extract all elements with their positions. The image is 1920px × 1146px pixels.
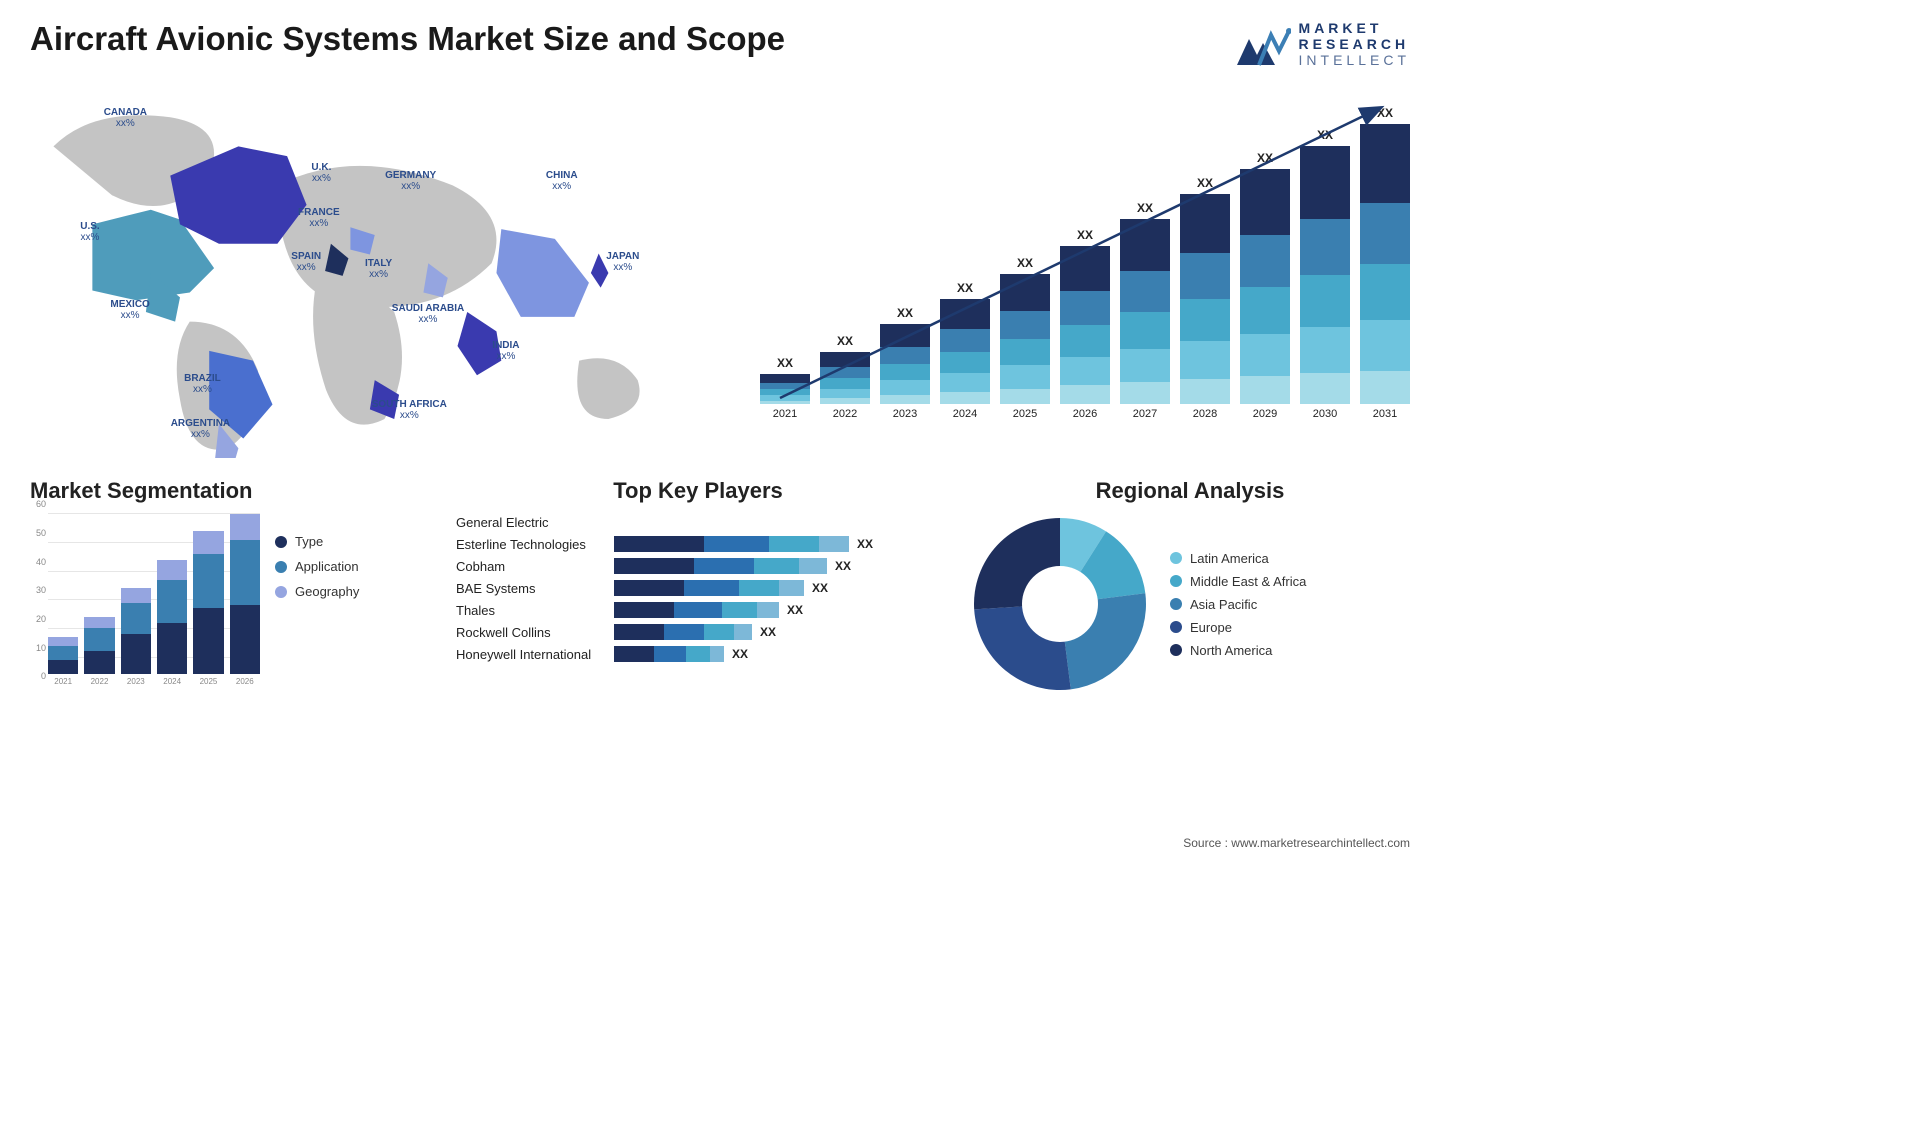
logo-icon xyxy=(1235,21,1291,67)
segmentation-panel: Market Segmentation 0102030405060 202120… xyxy=(30,478,426,704)
source-attribution: Source : www.marketresearchintellect.com xyxy=(1183,836,1410,850)
growth-bar-2025: XX2025 xyxy=(1000,256,1050,420)
seg-bar-2026: 2026 xyxy=(230,514,260,687)
growth-bar-2021: XX2021 xyxy=(760,356,810,420)
map-label-japan: JAPANxx% xyxy=(606,251,639,273)
segmentation-chart: 0102030405060 202120222023202420252026 xyxy=(30,514,260,704)
logo-line2: RESEARCH xyxy=(1299,36,1410,52)
seg-bar-2021: 2021 xyxy=(48,637,78,686)
map-label-canada: CANADAxx% xyxy=(104,107,147,129)
regional-legend: Latin America Middle East & Africa Asia Pa… xyxy=(1170,551,1306,658)
kp-row: ThalesXX xyxy=(456,602,940,618)
seg-legend-application: Application xyxy=(275,559,359,574)
growth-bar-2024: XX2024 xyxy=(940,281,990,420)
growth-chart-panel: XX2021XX2022XX2023XX2024XX2025XX2026XX20… xyxy=(740,88,1410,458)
map-label-mexico: MEXICOxx% xyxy=(110,299,149,321)
seg-bar-2023: 2023 xyxy=(121,588,151,686)
kp-row: Honeywell InternationalXX xyxy=(456,646,940,662)
kp-row: CobhamXX xyxy=(456,558,940,574)
kp-row: Esterline TechnologiesXX xyxy=(456,536,940,552)
seg-legend-type: Type xyxy=(275,534,359,549)
growth-bar-2027: XX2027 xyxy=(1120,201,1170,420)
growth-bar-2029: XX2029 xyxy=(1240,151,1290,420)
segmentation-title: Market Segmentation xyxy=(30,478,426,504)
map-label-southafrica: SOUTH AFRICAxx% xyxy=(372,399,447,421)
brand-logo: MARKET RESEARCH INTELLECT xyxy=(1235,20,1410,68)
region-legend-item: North America xyxy=(1170,643,1306,658)
region-legend-item: Middle East & Africa xyxy=(1170,574,1306,589)
segmentation-legend: Type Application Geography xyxy=(275,514,359,704)
seg-legend-geography: Geography xyxy=(275,584,359,599)
seg-bar-2025: 2025 xyxy=(193,531,223,686)
logo-line1: MARKET xyxy=(1299,20,1410,36)
map-label-argentina: ARGENTINAxx% xyxy=(171,418,230,440)
growth-bar-2030: XX2030 xyxy=(1300,128,1350,420)
growth-bar-2026: XX2026 xyxy=(1060,228,1110,420)
map-label-uk: U.K.xx% xyxy=(311,162,331,184)
growth-bar-2023: XX2023 xyxy=(880,306,930,420)
kp-row: Rockwell CollinsXX xyxy=(456,624,940,640)
map-label-italy: ITALYxx% xyxy=(365,258,392,280)
page-title: Aircraft Avionic Systems Market Size and… xyxy=(30,20,785,58)
logo-line3: INTELLECT xyxy=(1299,52,1410,68)
regional-donut xyxy=(970,514,1150,694)
key-players-panel: Top Key Players General Electric Esterlin… xyxy=(456,478,940,704)
growth-bar-2022: XX2022 xyxy=(820,334,870,420)
growth-bar-2031: XX2031 xyxy=(1360,106,1410,420)
map-label-china: CHINAxx% xyxy=(546,170,578,192)
growth-bar-2028: XX2028 xyxy=(1180,176,1230,420)
regional-panel: Regional Analysis Latin America Middle Ea… xyxy=(970,478,1410,704)
world-map-panel: CANADAxx% U.S.xx% MEXICOxx% BRAZILxx% ARGENT… xyxy=(30,88,700,458)
kp-row: General Electric xyxy=(456,514,940,530)
region-legend-item: Asia Pacific xyxy=(1170,597,1306,612)
region-legend-item: Europe xyxy=(1170,620,1306,635)
map-label-us: U.S.xx% xyxy=(80,221,99,243)
regional-title: Regional Analysis xyxy=(970,478,1410,504)
map-label-germany: GERMANYxx% xyxy=(385,170,436,192)
seg-bar-2024: 2024 xyxy=(157,560,187,687)
map-label-france: FRANCExx% xyxy=(298,207,340,229)
map-label-brazil: BRAZILxx% xyxy=(184,373,221,395)
key-players-title: Top Key Players xyxy=(456,478,940,504)
map-label-india: INDIAxx% xyxy=(492,340,519,362)
region-legend-item: Latin America xyxy=(1170,551,1306,566)
map-label-saudiarabia: SAUDI ARABIAxx% xyxy=(392,303,464,325)
kp-row: BAE SystemsXX xyxy=(456,580,940,596)
seg-bar-2022: 2022 xyxy=(84,617,114,686)
map-label-spain: SPAINxx% xyxy=(291,251,321,273)
